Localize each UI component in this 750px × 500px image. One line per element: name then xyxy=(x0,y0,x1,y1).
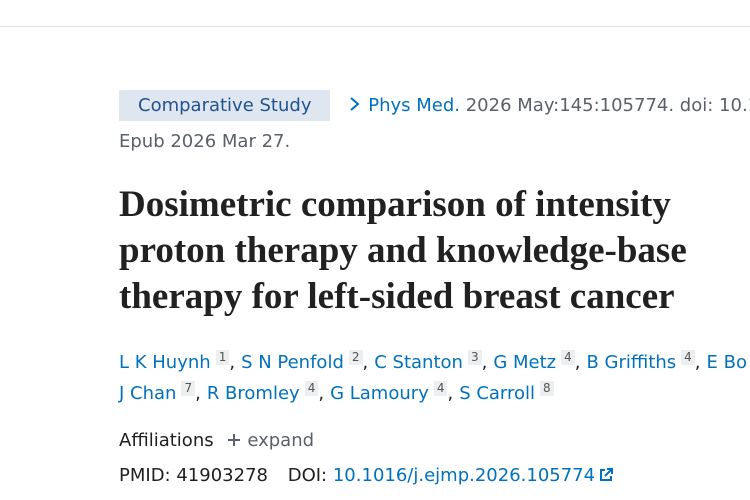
header-divider xyxy=(0,26,750,27)
author-link[interactable]: J Chan xyxy=(119,383,177,404)
article-title: Dosimetric comparison of intensity proto… xyxy=(119,182,687,320)
author-link[interactable]: C Stanton xyxy=(374,352,463,373)
affiliation-number[interactable]: 3 xyxy=(467,350,482,365)
affiliation-number[interactable]: 4 xyxy=(433,381,448,396)
affiliation-number[interactable]: 1 xyxy=(215,350,230,365)
affiliation-number[interactable]: 7 xyxy=(181,381,196,396)
author-link[interactable]: S Carroll xyxy=(459,383,536,404)
affiliation-number[interactable]: 4 xyxy=(561,350,575,365)
affiliations-row: Affiliations expand xyxy=(119,430,314,451)
author-link[interactable]: L K Huynh xyxy=(119,352,211,373)
author-link[interactable]: G Lamoury xyxy=(330,383,429,404)
external-link-icon xyxy=(600,468,614,481)
pmid-value: 41903278 xyxy=(176,465,268,486)
affiliation-number[interactable]: 4 xyxy=(681,350,695,365)
plus-icon xyxy=(228,434,241,446)
epub-date: Epub 2026 Mar 27. xyxy=(119,131,291,152)
citation-row: Comparative Study Phys Med. 2026 May:145… xyxy=(119,90,750,121)
title-line: therapy for left-sided breast cancer xyxy=(119,276,675,317)
author-link[interactable]: G Metz xyxy=(493,352,557,373)
author-link[interactable]: S N Penfold xyxy=(241,352,344,373)
author-link[interactable]: R Bromley xyxy=(206,383,300,404)
journal-link[interactable]: Phys Med. xyxy=(368,95,460,116)
pmid-label: PMID: xyxy=(119,465,171,486)
expand-label: expand xyxy=(247,430,315,451)
author-link[interactable]: E Bo xyxy=(706,352,747,373)
author-separator: , xyxy=(447,383,454,404)
author-list: L K Huynh 1, S N Penfold 2, C Stanton 3, G Met… xyxy=(119,347,747,409)
affiliation-number[interactable]: 8 xyxy=(540,381,554,396)
author-separator: , xyxy=(318,383,325,404)
author-separator: , xyxy=(481,352,488,373)
chevron-icon xyxy=(350,97,360,111)
affiliation-number[interactable]: 2 xyxy=(348,350,363,365)
publication-type: Comparative Study xyxy=(119,90,331,121)
doi-value: 10.1016/j.ejmp.2026.105774 xyxy=(332,465,596,486)
doi-link[interactable]: 10.1016/j.ejmp.2026.105774 xyxy=(333,465,614,486)
citation-text: 2026 May:145:105774. doi: 10.1 xyxy=(465,95,750,116)
author-link[interactable]: B Griffiths xyxy=(586,352,677,373)
author-line: J Chan 7, R Bromley 4, G Lamoury 4, S Carroll 8 xyxy=(119,378,747,409)
author-line: L K Huynh 1, S N Penfold 2, C Stanton 3, G Met… xyxy=(119,347,747,378)
doi-label: DOI: xyxy=(287,465,328,486)
author-separator: , xyxy=(362,352,369,373)
expand-toggle[interactable]: expand xyxy=(227,430,314,451)
title-line: proton therapy and knowledge-base xyxy=(119,230,687,271)
identifiers-row: PMID: 41903278 DOI: 10.1016/j.ejmp.2026.… xyxy=(119,465,614,486)
author-separator: , xyxy=(229,352,236,373)
author-separator: , xyxy=(694,352,701,373)
author-separator: , xyxy=(574,352,581,373)
title-line: Dosimetric comparison of intensity xyxy=(119,184,671,225)
author-separator: , xyxy=(195,383,201,404)
affiliation-number[interactable]: 4 xyxy=(304,381,319,396)
affiliations-label: Affiliations xyxy=(119,430,214,451)
